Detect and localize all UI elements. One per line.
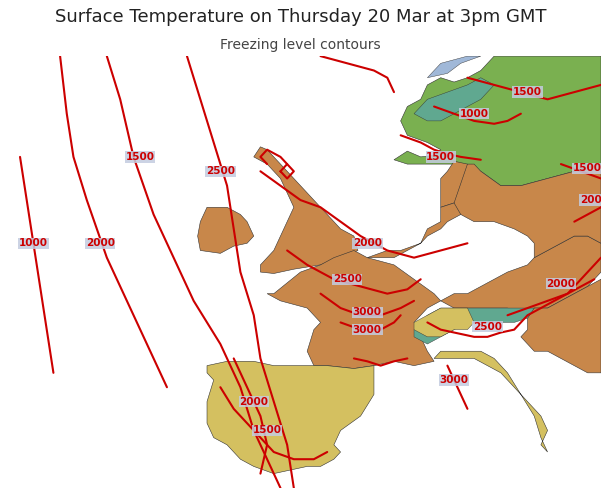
Text: 1500: 1500 (126, 152, 154, 162)
Text: 1500: 1500 (252, 426, 282, 435)
Text: 1500: 1500 (513, 87, 542, 97)
Polygon shape (367, 200, 474, 258)
Text: Surface Temperature on Thursday 20 Mar at 3pm GMT: Surface Temperature on Thursday 20 Mar a… (55, 8, 546, 26)
Polygon shape (427, 56, 481, 78)
Text: 2500: 2500 (333, 274, 362, 284)
Polygon shape (521, 279, 601, 373)
Text: 1000: 1000 (460, 109, 489, 119)
Polygon shape (207, 361, 374, 474)
Polygon shape (414, 78, 494, 121)
Polygon shape (267, 250, 441, 368)
Text: 1500: 1500 (573, 163, 601, 173)
Text: 2000: 2000 (546, 279, 575, 288)
Text: 3000: 3000 (353, 325, 382, 335)
Polygon shape (454, 164, 601, 258)
Polygon shape (441, 161, 474, 207)
Text: Freezing level contours: Freezing level contours (220, 38, 381, 52)
Text: 1000: 1000 (19, 238, 48, 248)
Polygon shape (434, 351, 548, 452)
Text: 2500: 2500 (473, 322, 502, 332)
Text: 2000: 2000 (239, 397, 268, 407)
Text: 3000: 3000 (439, 375, 469, 385)
Polygon shape (441, 236, 601, 315)
Polygon shape (254, 147, 358, 273)
Text: 2000: 2000 (580, 195, 601, 205)
Polygon shape (394, 56, 601, 186)
Polygon shape (414, 308, 534, 344)
Text: 2000: 2000 (86, 238, 115, 248)
Text: 2500: 2500 (206, 166, 235, 176)
Text: 2000: 2000 (353, 238, 382, 248)
Polygon shape (198, 207, 254, 253)
Polygon shape (414, 308, 474, 337)
Text: 3000: 3000 (353, 307, 382, 317)
Text: 1500: 1500 (426, 152, 455, 162)
